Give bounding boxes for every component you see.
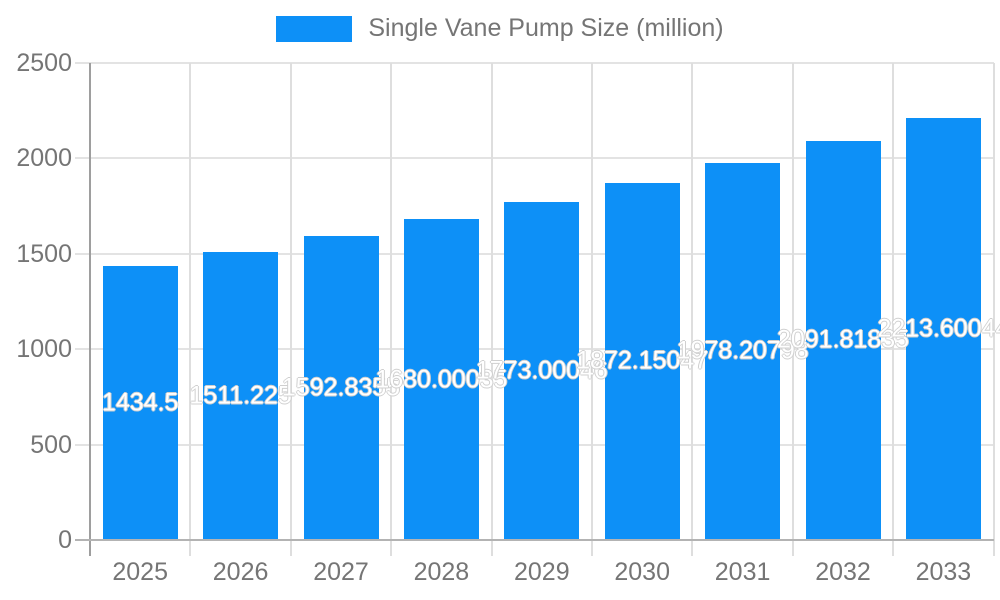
y-axis-tick-label: 2500	[16, 49, 72, 77]
x-axis-tick-label: 2033	[915, 558, 972, 586]
y-axis-tick-label: 1000	[16, 335, 72, 364]
bar-2028[interactable]	[403, 219, 479, 540]
horizontal-gridline	[75, 157, 994, 160]
bar-value-label: 1434.5	[101, 388, 179, 417]
legend: Single Vane Pump Size (million)	[0, 14, 1000, 43]
vertical-gridline	[992, 63, 995, 556]
vertical-gridline	[490, 63, 493, 556]
y-axis-tick-label: 1500	[16, 239, 72, 268]
vertical-gridline	[791, 63, 794, 556]
bar-2027[interactable]	[303, 236, 379, 540]
legend-label: Single Vane Pump Size (million)	[368, 14, 724, 42]
x-axis-tick-label: 2029	[513, 558, 570, 586]
bar-value-label: 1592.8355	[281, 373, 401, 402]
vertical-gridline	[189, 63, 192, 556]
bar-2030[interactable]	[604, 182, 680, 540]
legend-swatch	[276, 15, 353, 42]
bar-value-label: 1680.00035	[375, 365, 508, 394]
y-axis-tick-label: 0	[58, 526, 72, 554]
bar-2032[interactable]	[805, 140, 881, 540]
horizontal-gridline	[75, 62, 994, 64]
bar-2026[interactable]	[203, 251, 279, 540]
y-axis-line	[89, 63, 91, 556]
bar-value-label: 1511.225	[189, 381, 292, 410]
vertical-gridline	[691, 63, 694, 556]
bar-2029[interactable]	[504, 201, 580, 540]
vertical-gridline	[892, 63, 895, 556]
y-axis-tick-label: 500	[30, 430, 72, 459]
x-axis-tick-label: 2025	[112, 558, 168, 586]
bar-value-label: 2213.60044	[877, 314, 1000, 343]
x-axis-tick-label: 2030	[614, 558, 670, 586]
x-axis-tick-label: 2031	[714, 558, 771, 586]
bar-value-label: 2091.81835	[776, 325, 910, 354]
x-axis-tick-label: 2027	[313, 558, 369, 586]
bar-value-label: 1773.00046	[475, 356, 608, 385]
x-axis-line	[75, 539, 994, 541]
bar-value-label: 1872.15047	[576, 346, 709, 375]
bar-2033[interactable]	[905, 117, 981, 540]
vertical-gridline	[390, 63, 393, 556]
legend-item[interactable]: Single Vane Pump Size (million)	[276, 14, 724, 43]
vertical-gridline	[289, 63, 292, 556]
y-axis-tick-label: 2000	[16, 144, 72, 173]
bar-value-label: 1978.20798	[676, 336, 809, 365]
x-axis-tick-label: 2032	[815, 558, 871, 586]
bar-2025[interactable]	[102, 266, 178, 540]
vertical-gridline	[591, 63, 593, 556]
x-axis-tick-label: 2028	[413, 558, 470, 586]
bar-2031[interactable]	[705, 162, 781, 540]
x-axis-tick-label: 2026	[212, 558, 269, 586]
